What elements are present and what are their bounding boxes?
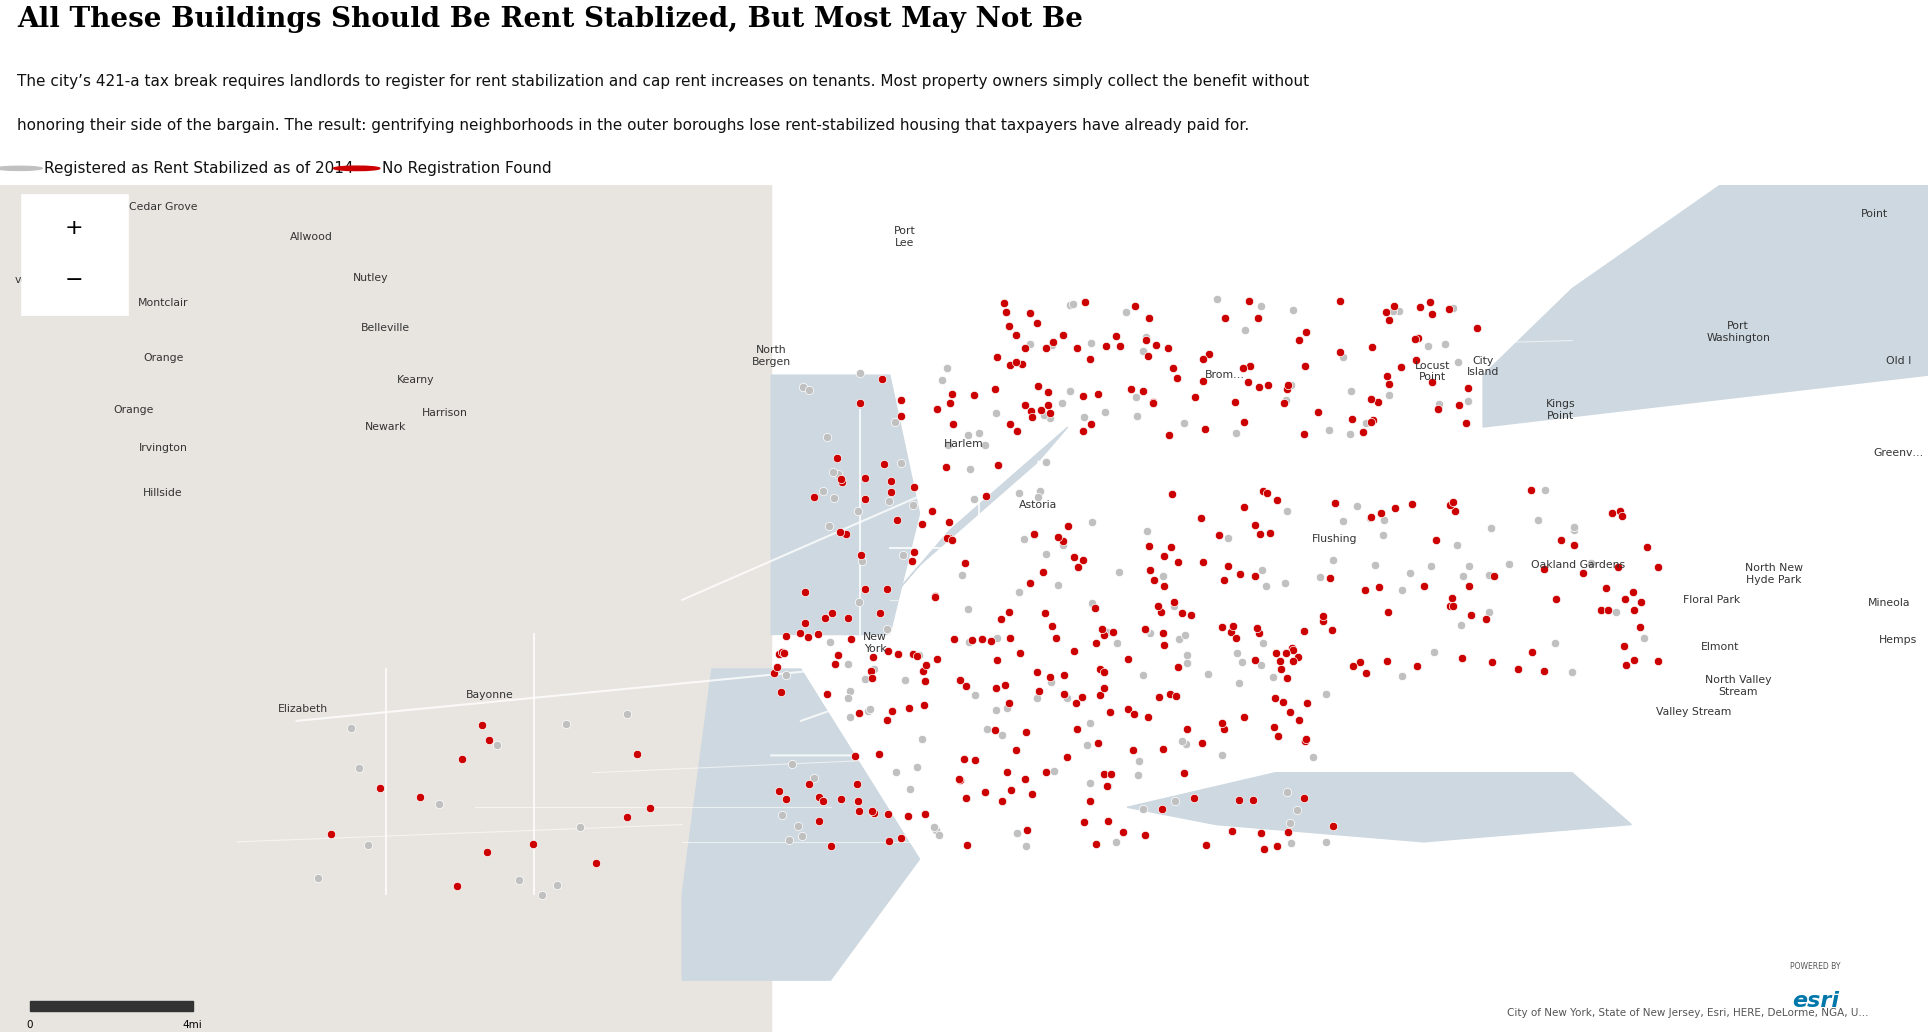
Text: Kings
Point: Kings Point xyxy=(1546,399,1575,420)
Text: North Valley
Stream: North Valley Stream xyxy=(1704,676,1772,697)
Text: POWERED BY: POWERED BY xyxy=(1789,962,1841,971)
Text: Montclair: Montclair xyxy=(139,297,189,308)
Text: Point: Point xyxy=(1861,209,1888,220)
Text: The city’s 421-a tax break requires landlords to register for rent stabilization: The city’s 421-a tax break requires land… xyxy=(17,74,1309,89)
Text: −: − xyxy=(66,270,83,290)
Text: Elmont: Elmont xyxy=(1700,642,1739,651)
Text: North New
Hyde Park: North New Hyde Park xyxy=(1745,563,1803,585)
Text: Valley Stream: Valley Stream xyxy=(1656,707,1731,717)
Polygon shape xyxy=(0,185,771,1032)
Polygon shape xyxy=(800,427,1068,635)
Text: New
York: New York xyxy=(864,633,887,654)
Text: Brom…: Brom… xyxy=(1205,370,1245,380)
Text: Orange: Orange xyxy=(114,405,154,415)
Text: ver: ver xyxy=(15,276,33,285)
FancyBboxPatch shape xyxy=(1706,939,1922,1029)
Text: Irvington: Irvington xyxy=(139,443,187,453)
Text: Oakland Gardens: Oakland Gardens xyxy=(1531,560,1625,571)
Text: Orange: Orange xyxy=(143,353,183,363)
Text: Bayonne: Bayonne xyxy=(465,690,513,700)
Polygon shape xyxy=(1483,185,1928,427)
Text: Hemps: Hemps xyxy=(1880,635,1918,645)
Text: City of New York, State of New Jersey, Esri, HERE, DeLorme, NGA, U...: City of New York, State of New Jersey, E… xyxy=(1508,1008,1868,1019)
Text: Allwood: Allwood xyxy=(289,232,334,241)
Text: Greenv…: Greenv… xyxy=(1874,448,1924,458)
Text: Locust
Point: Locust Point xyxy=(1415,361,1450,383)
Text: 4mi: 4mi xyxy=(183,1020,202,1030)
Text: Port
Lee: Port Lee xyxy=(895,226,916,248)
Text: Cedar Grove: Cedar Grove xyxy=(129,202,197,213)
Text: honoring their side of the bargain. The result: gentrifying neighborhoods in the: honoring their side of the bargain. The … xyxy=(17,119,1249,133)
Polygon shape xyxy=(771,376,920,635)
Text: Floral Park: Floral Park xyxy=(1683,594,1741,605)
Text: Port
Washington: Port Washington xyxy=(1706,321,1770,343)
Text: Harlem: Harlem xyxy=(945,440,983,449)
Text: Old I: Old I xyxy=(1886,356,1911,366)
Text: esri: esri xyxy=(1791,991,1839,1011)
Text: Harrison: Harrison xyxy=(422,409,469,418)
FancyBboxPatch shape xyxy=(21,194,127,315)
Text: Elizabeth: Elizabeth xyxy=(278,704,328,714)
Text: Kearny: Kearny xyxy=(397,376,434,385)
Text: No Registration Found: No Registration Found xyxy=(382,161,551,175)
Polygon shape xyxy=(683,669,920,980)
Text: +: + xyxy=(66,218,83,238)
Text: Belleville: Belleville xyxy=(361,323,411,333)
Text: Nutley: Nutley xyxy=(353,273,389,284)
Text: Hillside: Hillside xyxy=(143,488,183,497)
Circle shape xyxy=(0,166,42,170)
Text: Astoria: Astoria xyxy=(1020,499,1057,510)
Text: Registered as Rent Stabilized as of 2014: Registered as Rent Stabilized as of 2014 xyxy=(44,161,355,175)
Polygon shape xyxy=(1128,773,1631,842)
Text: All These Buildings Should Be Rent Stablized, But Most May Not Be: All These Buildings Should Be Rent Stabl… xyxy=(17,5,1084,33)
Text: 0: 0 xyxy=(27,1020,33,1030)
Bar xyxy=(29,1001,193,1011)
Text: Newark: Newark xyxy=(364,422,407,432)
Text: Mineola: Mineola xyxy=(1868,599,1911,608)
Text: City
Island: City Island xyxy=(1467,356,1500,378)
Text: Flushing: Flushing xyxy=(1313,535,1357,544)
Text: North
Bergen: North Bergen xyxy=(752,346,790,367)
Circle shape xyxy=(334,166,380,170)
